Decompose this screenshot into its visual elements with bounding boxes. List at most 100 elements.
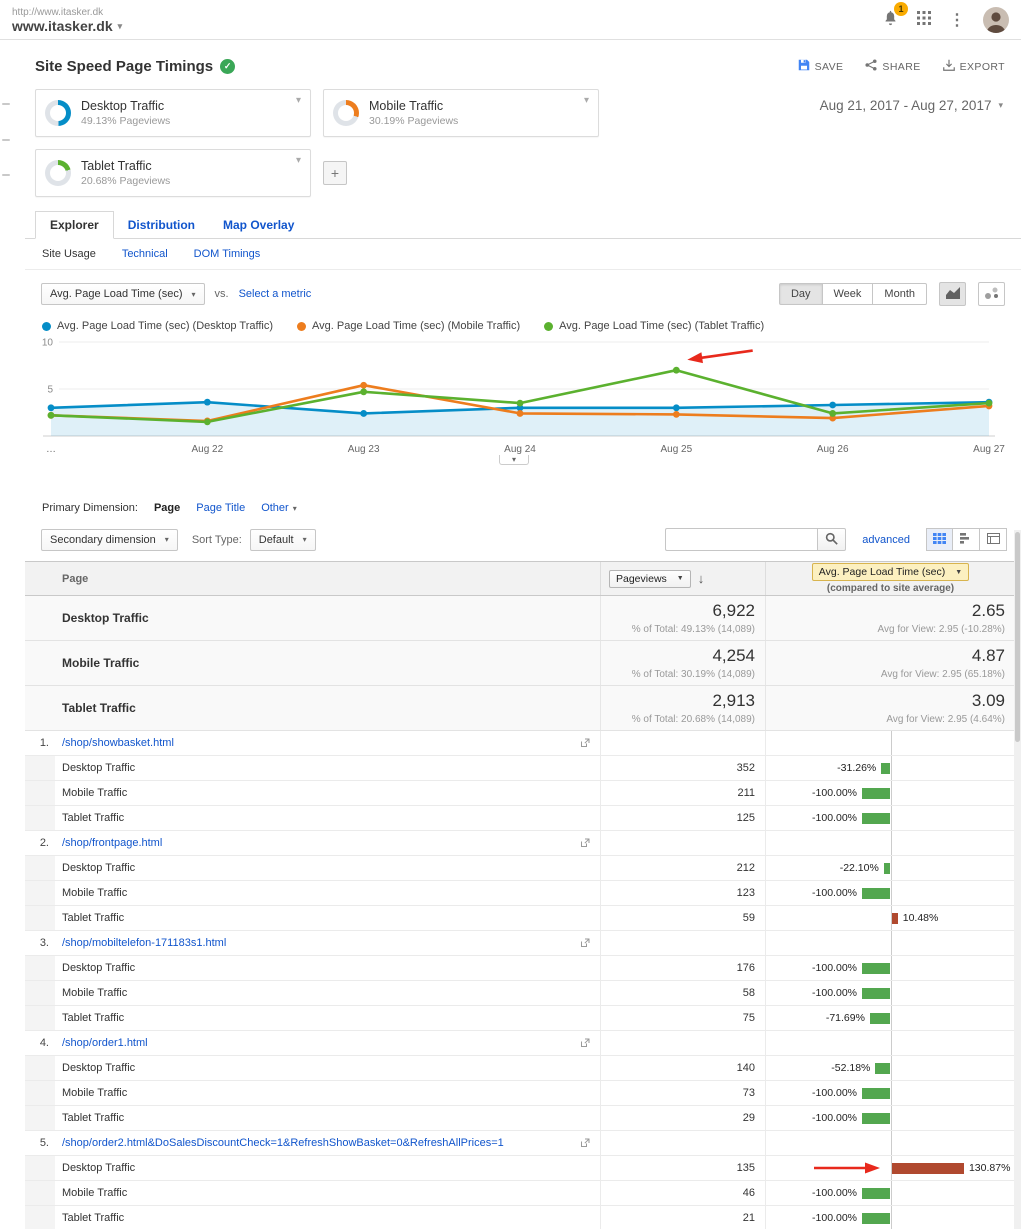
metric-select[interactable]: Avg. Page Load Time (sec) ▾ [41, 283, 205, 305]
delta-axis [891, 731, 892, 755]
view-table-button[interactable] [926, 528, 953, 551]
chart-collapse-toggle[interactable]: ▾ [499, 455, 529, 465]
segment-row[interactable]: Tablet Traffic 125 -100.00% [25, 806, 1015, 831]
row-index-spacer [25, 881, 55, 905]
table-row[interactable]: 3. /shop/mobiltelefon-171183s1.html [25, 931, 1015, 956]
segment-card[interactable]: Desktop Traffic 49.13% Pageviews ▾ [35, 89, 311, 137]
secondary-dimension-label: Secondary dimension [50, 533, 156, 546]
pageviews-column-select[interactable]: Pageviews ▼ [609, 569, 691, 588]
chevron-down-icon[interactable]: ▾ [583, 95, 589, 106]
chevron-down-icon[interactable]: ▾ [295, 95, 301, 106]
delta-cell: -52.18% [765, 1056, 1015, 1080]
segment-row[interactable]: Mobile Traffic 73 -100.00% [25, 1081, 1015, 1106]
table-search-input[interactable] [665, 528, 818, 551]
segment-row[interactable]: Desktop Traffic 140 -52.18% [25, 1056, 1015, 1081]
table-row[interactable]: 4. /shop/order1.html [25, 1031, 1015, 1056]
summary-row[interactable]: Tablet Traffic 2,913 % of Total: 20.68% (1… [25, 686, 1015, 731]
view-comparison-button[interactable] [953, 528, 980, 551]
external-link-icon[interactable] [580, 1138, 590, 1148]
page-link[interactable]: /shop/showbasket.html [62, 737, 174, 749]
summary-row[interactable]: Desktop Traffic 6,922 % of Total: 49.13% (… [25, 596, 1015, 641]
account-selector[interactable]: www.itasker.dk ▾ [12, 18, 122, 34]
page-link[interactable]: /shop/mobiltelefon-171183s1.html [62, 937, 227, 949]
pageviews-value: 21 [600, 1206, 765, 1229]
right-scrollbar[interactable] [1014, 530, 1021, 1229]
save-button[interactable]: SAVE [798, 59, 844, 74]
external-link-icon[interactable] [580, 738, 590, 748]
tab-distribution[interactable]: Distribution [127, 218, 196, 232]
segment-row[interactable]: Mobile Traffic 46 -100.00% [25, 1181, 1015, 1206]
add-segment-button[interactable]: + [323, 161, 347, 185]
scrollbar-thumb[interactable] [1015, 532, 1020, 742]
segment-donut-icon [45, 100, 71, 126]
page-link[interactable]: /shop/order2.html&DoSalesDiscountCheck=1… [62, 1137, 504, 1149]
chart-type-motion-button[interactable] [978, 282, 1005, 306]
segment-row[interactable]: Tablet Traffic 29 -100.00% [25, 1106, 1015, 1131]
secondary-dimension-button[interactable]: Secondary dimension ▾ [41, 528, 178, 551]
segment-row[interactable]: Tablet Traffic 59 10.48% [25, 906, 1015, 931]
pageviews-cell [600, 1031, 765, 1055]
segment-row[interactable]: Desktop Traffic 212 -22.10% [25, 856, 1015, 881]
segment-row[interactable]: Mobile Traffic 211 -100.00% [25, 781, 1015, 806]
advanced-link[interactable]: advanced [862, 533, 910, 546]
segment-card[interactable]: Mobile Traffic 30.19% Pageviews ▾ [323, 89, 599, 137]
delta-cell: -100.00% [765, 881, 1015, 905]
pageviews-total: 2,913 [712, 691, 755, 710]
table-toolbar: Secondary dimension ▾ Sort Type: Default… [25, 524, 1021, 561]
share-button[interactable]: SHARE [865, 59, 920, 74]
date-range-selector[interactable]: Aug 21, 2017 - Aug 27, 2017 ▾ [820, 98, 1003, 113]
tab-map-overlay[interactable]: Map Overlay [223, 218, 295, 232]
legend-label: Avg. Page Load Time (sec) (Mobile Traffi… [312, 320, 521, 332]
x-axis-label: Aug 26 [816, 444, 849, 455]
granularity-day[interactable]: Day [778, 283, 823, 305]
segment-name: Mobile Traffic [369, 99, 444, 113]
sort-direction-icon[interactable]: ↓ [697, 571, 705, 586]
overflow-menu-button[interactable]: ⋮ [949, 10, 965, 30]
tab-explorer[interactable]: Explorer [35, 211, 114, 239]
segment-donut-icon [45, 160, 71, 186]
export-button[interactable]: EXPORT [942, 59, 1005, 74]
sort-type-select[interactable]: Default ▾ [249, 528, 316, 551]
external-link-icon[interactable] [580, 1038, 590, 1048]
dimension-option-other[interactable]: Other ▾ [261, 502, 297, 514]
table-row[interactable]: 1. /shop/showbasket.html [25, 731, 1015, 756]
row-index-spacer [25, 1081, 55, 1105]
segment-row[interactable]: Mobile Traffic 123 -100.00% [25, 881, 1015, 906]
view-pivot-button[interactable] [980, 528, 1007, 551]
subnav-item-dom-timings[interactable]: DOM Timings [193, 248, 261, 260]
segment-row[interactable]: Tablet Traffic 21 -100.00% [25, 1206, 1015, 1229]
page-link[interactable]: /shop/frontpage.html [62, 837, 163, 849]
granularity-week[interactable]: Week [822, 283, 874, 305]
table-row[interactable]: 2. /shop/frontpage.html [25, 831, 1015, 856]
segment-card[interactable]: Tablet Traffic 20.68% Pageviews ▾ [35, 149, 311, 197]
select-metric-link[interactable]: Select a metric [238, 288, 312, 300]
avatar[interactable] [983, 6, 1009, 33]
segment-row[interactable]: Desktop Traffic 135 130.87% [25, 1156, 1015, 1181]
segment-row[interactable]: Tablet Traffic 75 -71.69% [25, 1006, 1015, 1031]
notifications-button[interactable]: 1 [882, 2, 908, 30]
subnav-item-site-usage[interactable]: Site Usage [42, 248, 96, 260]
segment-row[interactable]: Mobile Traffic 58 -100.00% [25, 981, 1015, 1006]
delta-bar [892, 1163, 964, 1174]
segment-row[interactable]: Desktop Traffic 352 -31.26% [25, 756, 1015, 781]
external-link-icon[interactable] [580, 838, 590, 848]
dimension-option-page-title[interactable]: Page Title [196, 502, 246, 514]
metric-column-select[interactable]: Avg. Page Load Time (sec) ▼ [811, 563, 970, 581]
chevron-down-icon[interactable]: ▾ [295, 155, 301, 166]
chart-type-line-button[interactable] [939, 282, 966, 306]
granularity-month[interactable]: Month [873, 283, 927, 305]
apps-grid-button[interactable] [917, 11, 931, 28]
summary-row[interactable]: Mobile Traffic 4,254 % of Total: 30.19% (1… [25, 641, 1015, 686]
delta-value: -31.26% [837, 762, 877, 774]
dimension-option-page[interactable]: Page [153, 502, 181, 514]
table-row[interactable]: 5. /shop/order2.html&DoSalesDiscountCheck… [25, 1131, 1015, 1156]
granularity-toggle: Day Week Month [778, 283, 927, 305]
delta-axis [891, 1106, 892, 1130]
subnav-item-technical[interactable]: Technical [121, 248, 168, 260]
metric-select-value: Avg. Page Load Time (sec) [50, 288, 183, 300]
search-button[interactable] [817, 528, 847, 551]
external-link-icon[interactable] [580, 938, 590, 948]
page-link[interactable]: /shop/order1.html [62, 1037, 148, 1049]
page-column-header[interactable]: Page [62, 572, 89, 585]
segment-row[interactable]: Desktop Traffic 176 -100.00% [25, 956, 1015, 981]
